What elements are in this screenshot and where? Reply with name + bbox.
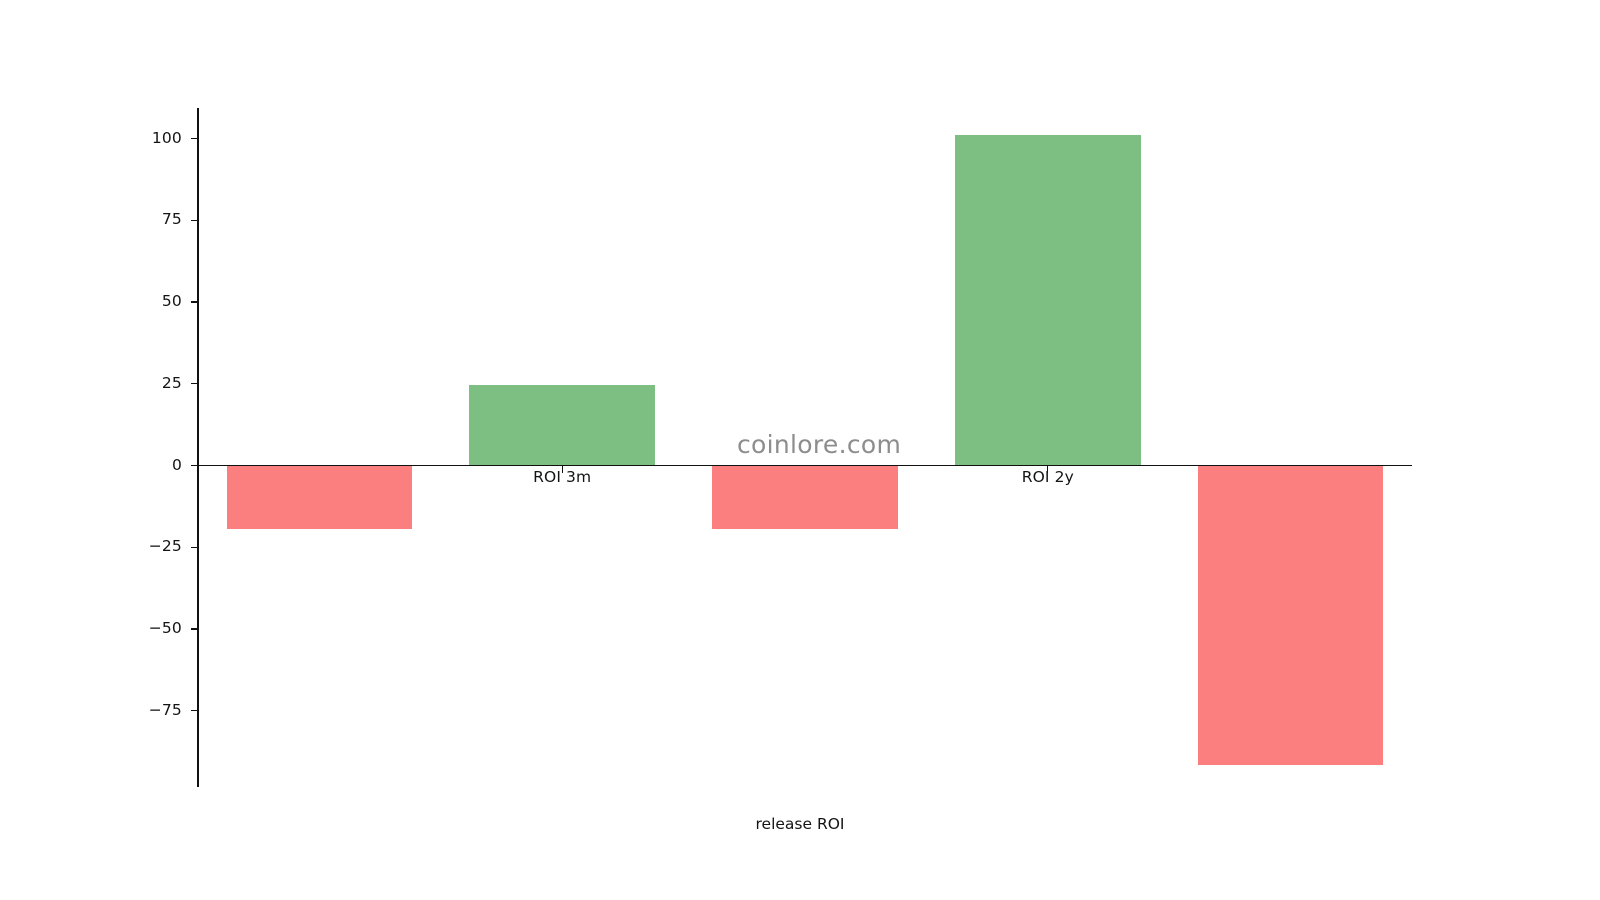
y-tick-mark [191, 628, 198, 630]
y-tick-mark [191, 709, 198, 712]
y-tick-label: −75 [148, 700, 182, 719]
y-tick-mark [191, 301, 198, 303]
bar[interactable] [954, 135, 1141, 466]
y-tick-mark [191, 383, 198, 385]
y-tick-label: 0 [171, 455, 182, 474]
y-tick-mark [191, 546, 198, 548]
bar[interactable] [1197, 465, 1384, 765]
bar[interactable] [712, 465, 898, 530]
y-tick-mark [191, 138, 198, 140]
y-tick-label: 25 [161, 373, 182, 392]
y-tick-label: 75 [161, 210, 182, 229]
bar[interactable] [469, 385, 656, 466]
bar[interactable] [226, 465, 413, 529]
y-tick-mark [191, 464, 198, 467]
x-tick-mark [561, 466, 563, 473]
y-tick-label: −25 [148, 537, 182, 556]
x-tick-label: ROI 3m [533, 468, 592, 486]
x-tick-mark [1047, 466, 1049, 473]
x-tick-label: ROI 2y [1021, 468, 1074, 486]
y-tick-mark [191, 219, 198, 222]
y-axis-spine [197, 108, 199, 787]
y-tick-label: 50 [161, 292, 182, 311]
coinlore-watermark: coinlore.com [737, 430, 902, 459]
x-axis-title: release ROI [755, 815, 845, 833]
y-tick-label: −50 [148, 618, 182, 637]
y-tick-label: 100 [151, 128, 182, 147]
